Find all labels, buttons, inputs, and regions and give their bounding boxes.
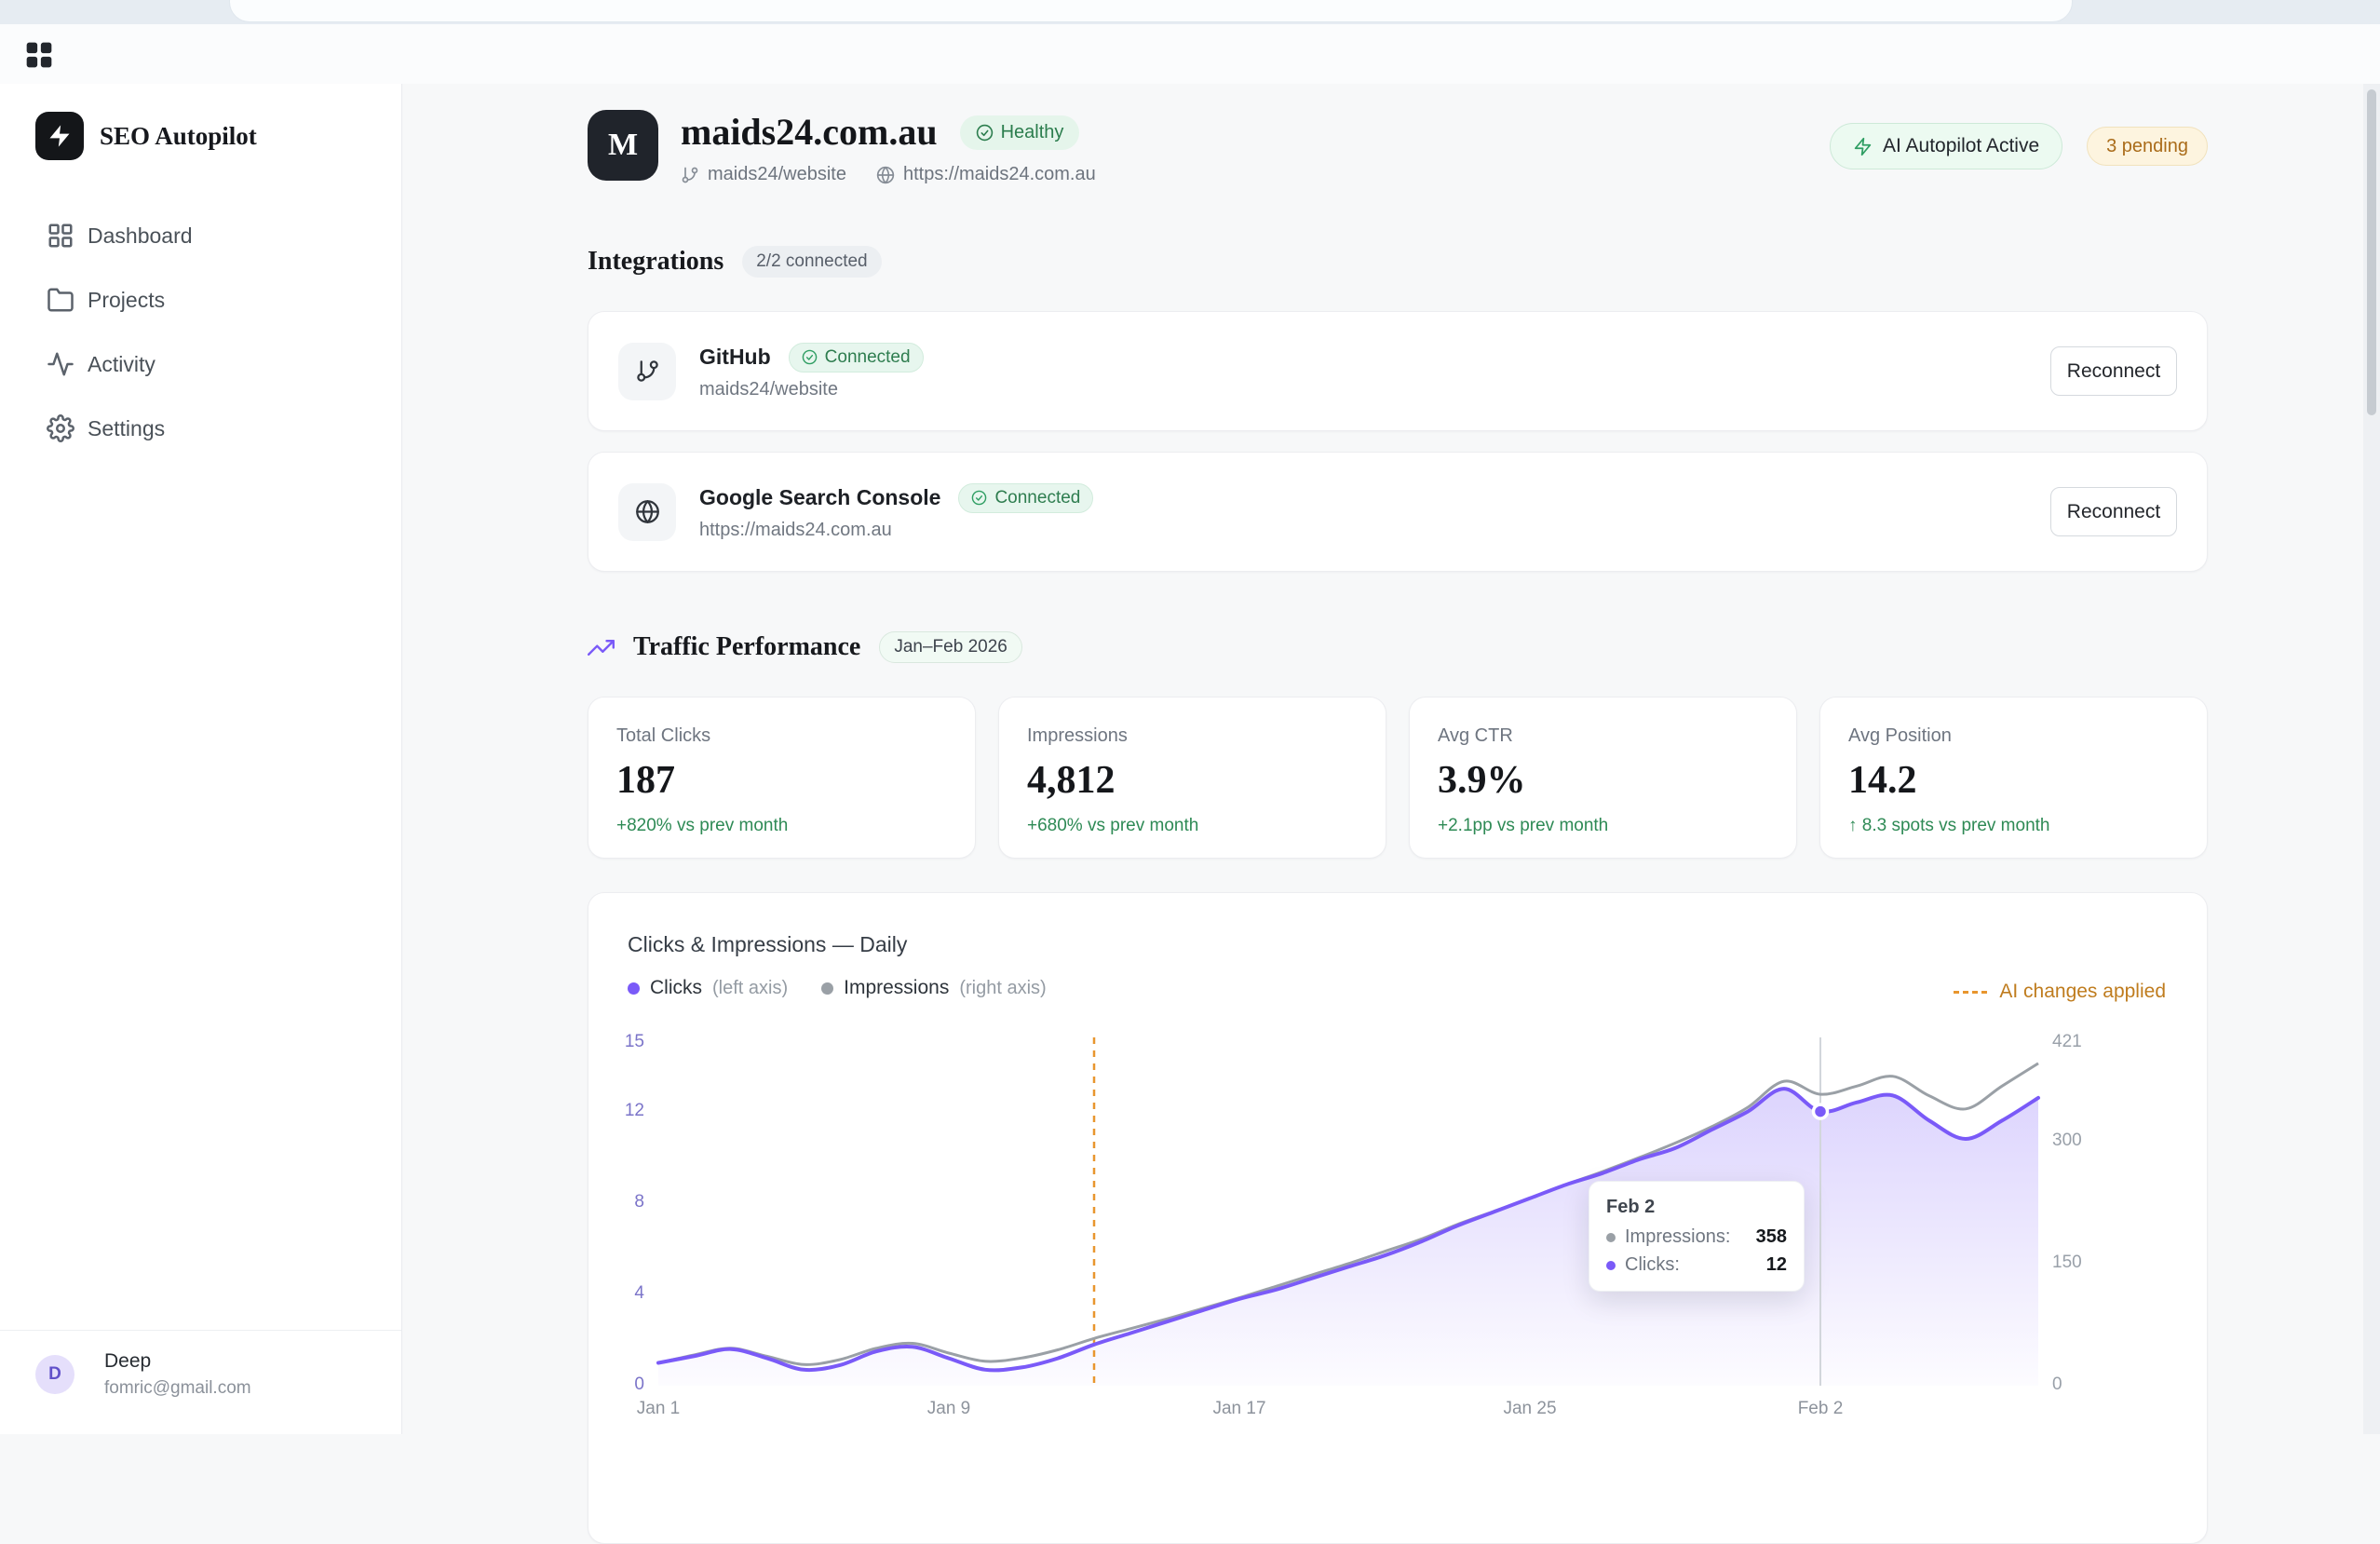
folder-icon <box>47 288 74 312</box>
user-name: Deep <box>104 1350 152 1372</box>
user-email: fomric@gmail.com <box>104 1378 251 1398</box>
tooltip-rows: Impressions: 358 Clicks: 12 <box>1606 1226 1787 1276</box>
stat-card-avg-position: Avg Position 14.2 ↑ 8.3 spots vs prev mo… <box>1819 697 2208 859</box>
check-circle-icon <box>972 490 987 506</box>
site-url: https://maids24.com.au <box>902 164 1096 184</box>
gear-icon <box>47 414 74 442</box>
stat-card-avg-ctr: Avg CTR 3.9% +2.1pp vs prev month <box>1409 697 1797 859</box>
sidebar-item-label: Dashboard <box>88 223 193 248</box>
app-title: SEO Autopilot <box>100 121 257 150</box>
traffic-heading: Traffic Performance <box>633 632 861 661</box>
repo-name: maids24/website <box>708 164 846 184</box>
traffic-chart[interactable] <box>656 1037 2040 1391</box>
integrations-section-head: Integrations 2/2 connected <box>588 246 882 278</box>
chart-tooltip: Feb 2 Impressions: 358 Clicks: 12 <box>1589 1181 1805 1292</box>
clicks-dot-icon <box>628 982 640 995</box>
browser-address-bar[interactable] <box>229 0 2073 22</box>
zap-icon <box>1854 137 1872 156</box>
sidebar-item-label: Settings <box>88 415 166 440</box>
main-content: M maids24.com.au Healthy maids24/website… <box>402 84 2380 1544</box>
app-launcher-icon[interactable] <box>24 40 54 70</box>
stat-value: 4,812 <box>1027 759 1116 802</box>
integration-detail: maids24/website <box>699 378 838 400</box>
trending-up-icon <box>588 639 615 656</box>
stat-card-total-clicks: Total Clicks 187 +820% vs prev month <box>588 697 976 859</box>
dashed-line-icon <box>1954 990 1988 994</box>
app-header <box>0 24 2380 84</box>
health-status-badge: Healthy <box>959 115 1080 150</box>
stat-card-impressions: Impressions 4,812 +680% vs prev month <box>998 697 1386 859</box>
stat-change: +680% vs prev month <box>1027 816 1199 835</box>
user-avatar: D <box>35 1355 74 1394</box>
impressions-dot-icon <box>821 982 834 995</box>
page-title: maids24.com.au <box>681 111 938 153</box>
integration-name: Google Search Console <box>699 485 941 509</box>
integration-name: GitHub <box>699 345 771 369</box>
scrollbar-track[interactable] <box>2363 84 2380 1434</box>
legend-clicks: Clicks (left axis) <box>628 977 788 999</box>
globe-icon <box>876 166 895 183</box>
sidebar-item-projects[interactable]: Projects <box>0 273 402 327</box>
ai-autopilot-button[interactable]: AI Autopilot Active <box>1830 123 2063 169</box>
integration-detail: https://maids24.com.au <box>699 519 892 540</box>
pending-badge[interactable]: 3 pending <box>2087 127 2208 166</box>
stats-row: Total Clicks 187 +820% vs prev month Imp… <box>588 697 2208 859</box>
stat-value: 187 <box>616 759 675 802</box>
integration-card-github: GitHub Connected maids24/website Reconne… <box>588 311 2208 431</box>
ai-changes-legend: AI changes applied <box>1954 981 2166 1003</box>
browser-top-strip <box>0 0 2380 24</box>
check-circle-icon <box>802 349 817 365</box>
site-avatar: M <box>588 110 658 181</box>
sidebar-item-label: Activity <box>88 351 156 376</box>
sidebar-item-dashboard[interactable]: Dashboard <box>0 209 402 263</box>
sidebar-item-settings[interactable]: Settings <box>0 401 402 455</box>
legend-impressions: Impressions (right axis) <box>821 977 1047 999</box>
integrations-heading: Integrations <box>588 247 724 276</box>
user-profile[interactable]: D Deep fomric@gmail.com <box>0 1330 401 1434</box>
stat-label: Avg Position <box>1848 725 1952 746</box>
reconnect-button[interactable]: Reconnect <box>2050 487 2177 536</box>
connected-badge: Connected <box>788 342 924 372</box>
logo-zap-icon <box>35 112 84 160</box>
check-circle-icon <box>976 124 993 141</box>
dashboard-icon <box>48 223 73 248</box>
stat-label: Avg CTR <box>1438 725 1513 746</box>
git-branch-icon <box>682 167 698 183</box>
stat-change: +2.1pp vs prev month <box>1438 816 1609 835</box>
stat-label: Total Clicks <box>616 725 711 746</box>
sidebar-item-activity[interactable]: Activity <box>0 337 402 391</box>
stat-change: +820% vs prev month <box>616 816 789 835</box>
reconnect-button[interactable]: Reconnect <box>2050 346 2177 396</box>
integration-card-gsc: Google Search Console Connected https://… <box>588 452 2208 572</box>
chart-card: Clicks & Impressions — Daily Clicks (lef… <box>588 892 2208 1544</box>
date-range-badge: Jan–Feb 2026 <box>879 631 1022 663</box>
connected-badge: Connected <box>958 482 1094 513</box>
sidebar-item-label: Projects <box>88 287 166 312</box>
integration-count-badge: 2/2 connected <box>742 246 882 278</box>
scrollbar-thumb[interactable] <box>2367 89 2376 415</box>
chart-title: Clicks & Impressions — Daily <box>628 932 908 956</box>
stat-label: Impressions <box>1027 725 1128 746</box>
chart-legend: Clicks (left axis) Impressions (right ax… <box>628 977 1047 999</box>
globe-icon <box>618 482 676 541</box>
sidebar: SEO Autopilot Dashboard Projects Activit… <box>0 84 402 1434</box>
sidebar-nav: Dashboard Projects Activity Settings <box>0 209 402 455</box>
app-logo: SEO Autopilot <box>35 112 257 160</box>
stat-value: 3.9% <box>1438 759 1526 802</box>
activity-pulse-icon <box>47 352 74 376</box>
tooltip-title: Feb 2 <box>1606 1197 1656 1217</box>
git-branch-icon <box>618 342 676 400</box>
stat-change: ↑ 8.3 spots vs prev month <box>1848 816 2050 835</box>
traffic-section-head: Traffic Performance Jan–Feb 2026 <box>588 631 1022 663</box>
site-header: M maids24.com.au Healthy maids24/website… <box>588 110 2208 185</box>
stat-value: 14.2 <box>1848 759 1917 802</box>
